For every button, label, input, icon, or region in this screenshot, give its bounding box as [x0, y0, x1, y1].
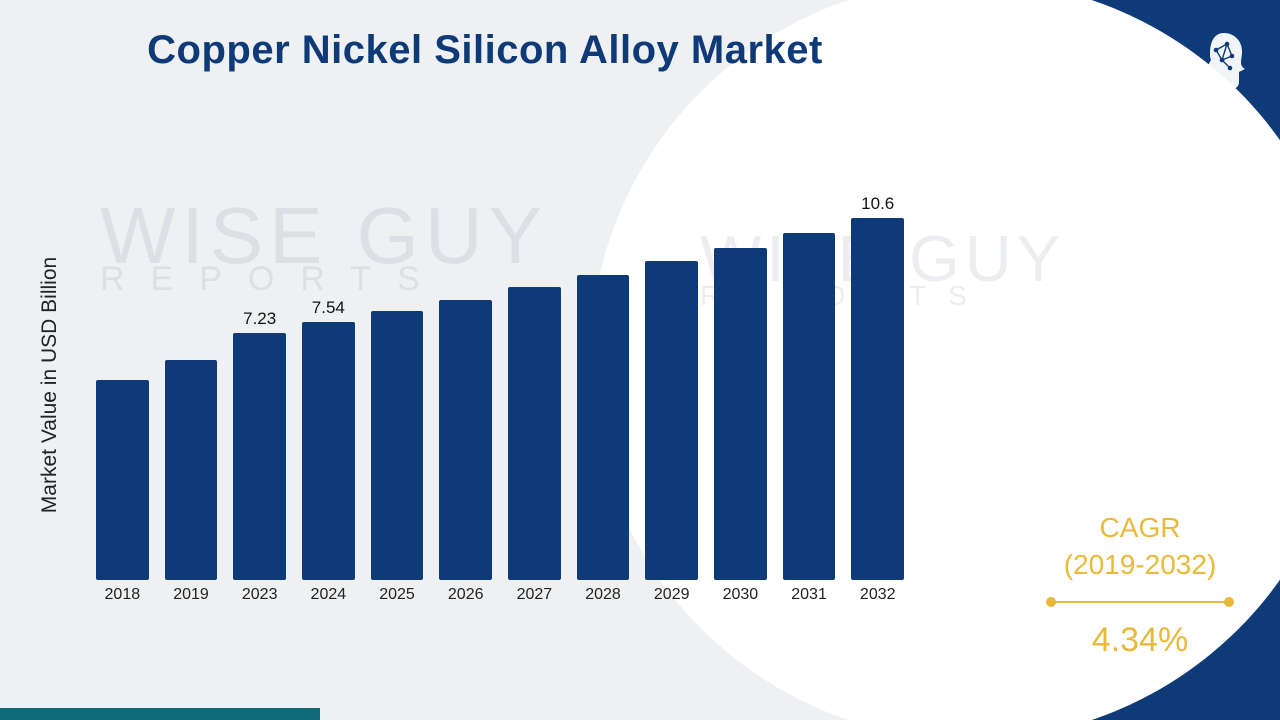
- bar-wrap: [508, 263, 561, 580]
- bar-wrap: [165, 336, 218, 580]
- x-axis-labels: 2018 2019 2023 2024 2025 2026 2027 2028 2029 2030…: [90, 586, 910, 604]
- bottom-accent-band: [0, 708, 320, 720]
- brand-main-text: WISE GUY: [992, 42, 1186, 81]
- x-tick-label: 2025: [371, 586, 424, 604]
- x-tick-label: 2028: [577, 586, 630, 604]
- bar: [371, 311, 424, 580]
- x-tick-label: 2023: [233, 586, 286, 604]
- bar: [233, 333, 286, 580]
- bar: [645, 261, 698, 580]
- x-tick-label: 2032: [851, 586, 904, 604]
- bar: [96, 380, 149, 580]
- x-tick-label: 2018: [96, 586, 149, 604]
- bar: [439, 300, 492, 581]
- y-axis-label: Market Value in USD Billion: [38, 257, 62, 513]
- bar: [783, 233, 836, 580]
- bar: [714, 248, 767, 580]
- bar: [508, 287, 561, 580]
- x-tick-label: 2029: [645, 586, 698, 604]
- cagr-label-line1: CAGR: [1100, 512, 1181, 543]
- infographic-canvas: WISE GUY REPORTS WISE GUY REPORTS Copper…: [0, 0, 1280, 720]
- bar-wrap: 7.54: [302, 298, 355, 580]
- x-tick-label: 2031: [783, 586, 836, 604]
- cagr-label-line2: (2019-2032): [1064, 549, 1217, 580]
- bar-wrap: [577, 251, 630, 580]
- bar-wrap: [645, 237, 698, 580]
- bar: [851, 218, 904, 580]
- chart-area: Market Value in USD Billion 7.237.5410.6…: [90, 150, 910, 620]
- cagr-block: CAGR (2019-2032) 4.34%: [1000, 510, 1280, 660]
- bar: [577, 275, 630, 580]
- bar-wrap: [439, 276, 492, 581]
- bar-value-label: 7.54: [312, 298, 345, 318]
- bar-wrap: [714, 224, 767, 580]
- chart-title: Copper Nickel Silicon Alloy Market: [0, 28, 970, 73]
- bar: [165, 360, 218, 580]
- x-tick-label: 2024: [302, 586, 355, 604]
- bar-wrap: [371, 287, 424, 580]
- bar-wrap: 7.23: [233, 309, 286, 580]
- bar-value-label: 7.23: [243, 309, 276, 329]
- x-tick-label: 2019: [165, 586, 218, 604]
- bar-wrap: 10.6: [851, 194, 904, 580]
- head-ai-icon: [1194, 30, 1250, 92]
- bar-value-label: 10.6: [861, 194, 894, 214]
- x-tick-label: 2030: [714, 586, 767, 604]
- x-tick-label: 2027: [508, 586, 561, 604]
- bar: [302, 322, 355, 580]
- bar-wrap: [96, 356, 149, 580]
- x-tick-label: 2026: [439, 586, 492, 604]
- cagr-divider: [1050, 601, 1230, 603]
- bar-wrap: [783, 209, 836, 580]
- cagr-label: CAGR (2019-2032): [1000, 510, 1280, 583]
- brand-logo: WISE GUY R E P O R T S: [948, 30, 1250, 109]
- cagr-value: 4.34%: [1000, 621, 1280, 660]
- bar-plot: 7.23 7.54 10.6: [90, 150, 910, 580]
